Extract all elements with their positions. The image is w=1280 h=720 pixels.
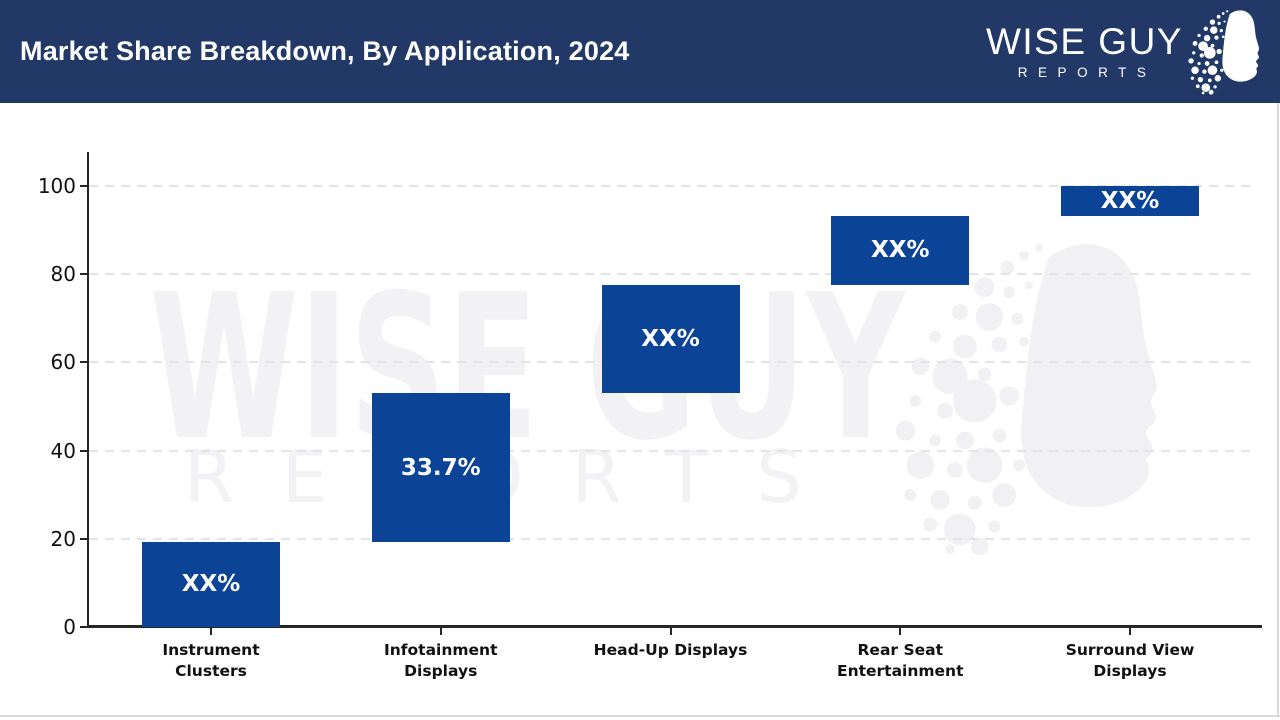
x-category-label-4: Surround View Displays (1065, 641, 1195, 680)
x-category-label-3: Rear Seat Entertainment (836, 641, 964, 680)
bottom-border-line (0, 715, 1280, 717)
x-axis-spine (87, 625, 1262, 628)
wise-guy-reports-logo: WISE GUY REPORTS (986, 6, 1262, 97)
page-title: Market Share Breakdown, By Application, … (20, 36, 630, 66)
x-category-label-1: Infotainment Displays (383, 641, 498, 680)
logo-subtitle: REPORTS (1017, 64, 1157, 80)
gridline-40 (89, 449, 1255, 452)
x-tick-3 (899, 627, 902, 635)
x-tick-2 (669, 627, 672, 635)
x-tick-1 (439, 627, 442, 635)
x-category-label-2: Head-Up Displays (593, 641, 748, 659)
bar-label-2: XX% (641, 326, 700, 353)
y-tick-label-100: 100 (37, 174, 76, 198)
gridline-100 (89, 185, 1255, 187)
logo-text: WISE GUY REPORTS (985, 21, 1183, 80)
bar-3: XX% (831, 215, 970, 285)
x-category-label-0: Instrument Clusters (162, 641, 260, 680)
bar-2: XX% (601, 284, 740, 394)
y-tick-label-60: 60 (50, 350, 76, 375)
y-tick-20 (80, 537, 88, 540)
y-tick-label-0: 0 (63, 615, 76, 639)
bar-label-3: XX% (870, 237, 930, 264)
bar-label-4: XX% (1100, 187, 1160, 214)
bar-label-1: 33.7% (400, 454, 481, 481)
y-tick-label-20: 20 (50, 526, 76, 551)
right-border-line (1277, 103, 1279, 717)
gridline-20 (89, 537, 1255, 540)
y-tick-0 (80, 626, 88, 628)
bar-label-0: XX% (181, 571, 241, 598)
x-tick-0 (210, 627, 212, 635)
y-tick-40 (80, 449, 88, 452)
logo-head-icon (1188, 10, 1260, 95)
y-tick-100 (80, 185, 88, 187)
y-tick-60 (80, 361, 88, 364)
x-tick-4 (1129, 627, 1131, 635)
bar-0: XX% (142, 541, 280, 627)
header: Market Share Breakdown, By Application, … (0, 0, 1280, 103)
y-tick-label-80: 80 (50, 262, 76, 287)
y-axis-spine (87, 152, 89, 627)
logo-wordmark: WISE GUY (985, 21, 1183, 63)
bar-1: 33.7% (371, 393, 510, 542)
y-tick-label-40: 40 (50, 438, 76, 463)
watermark-wordmark: WISE GUY (150, 252, 906, 485)
bar-4: XX% (1061, 186, 1199, 216)
gridline-80 (89, 273, 1255, 276)
y-tick-80 (80, 273, 88, 276)
